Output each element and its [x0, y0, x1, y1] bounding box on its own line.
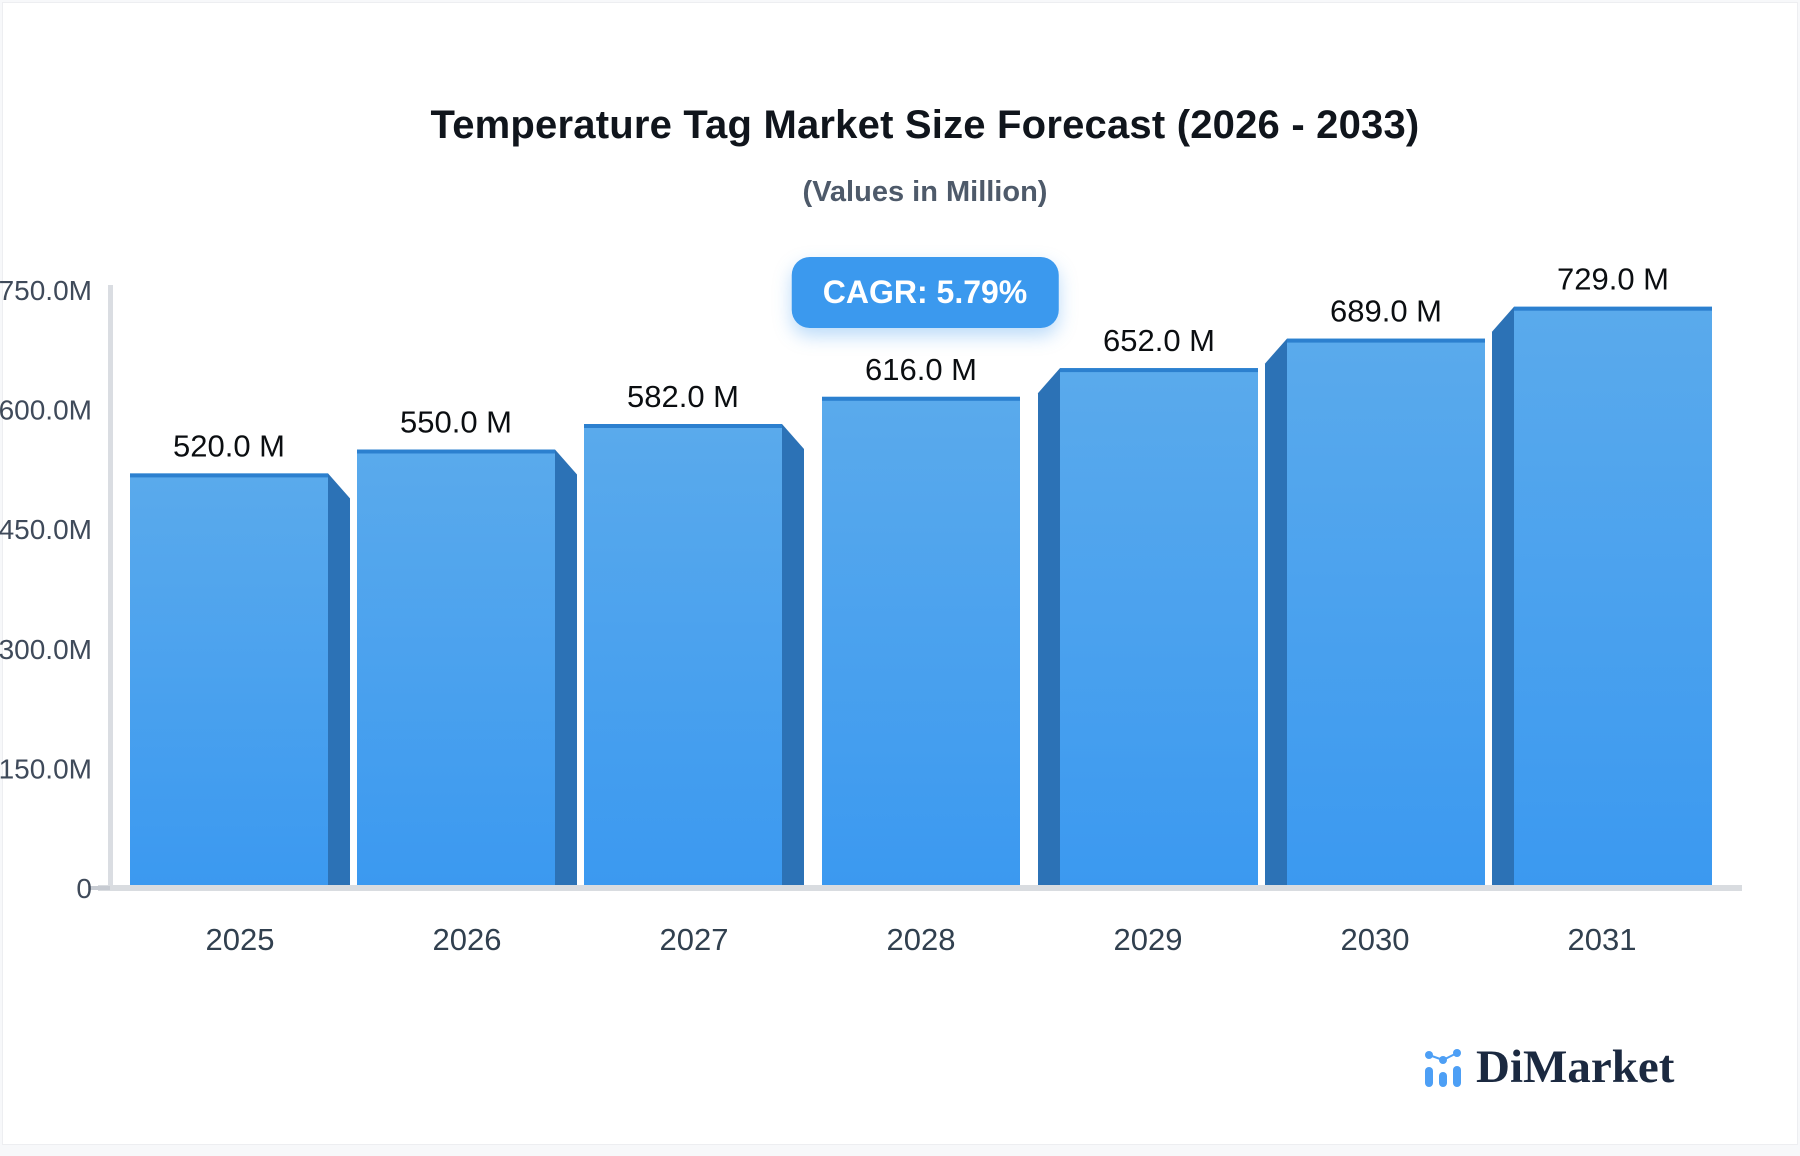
- bar-side-face: [328, 473, 350, 885]
- bars-group: [130, 306, 1712, 886]
- logo-dot: [1453, 1049, 1461, 1057]
- y-tick-label: 750.0M: [0, 275, 92, 306]
- bar-side-face: [1265, 338, 1287, 886]
- logo-bar: [1453, 1066, 1461, 1087]
- x-tick-label: 2028: [887, 922, 956, 957]
- y-tick-label: 0: [76, 873, 92, 904]
- x-tick-label: 2027: [660, 922, 729, 957]
- x-axis-baseline: [98, 885, 1742, 891]
- bar-top-edge: [130, 473, 328, 478]
- bar-top-edge: [1287, 338, 1485, 343]
- bar-top-edge: [822, 396, 1020, 401]
- brand-logo: DiMarket: [1424, 1044, 1674, 1091]
- bar-line-chart-icon: [1425, 1049, 1461, 1087]
- bar-value-label: 652.0 M: [1103, 323, 1215, 358]
- y-tick-label: 300.0M: [0, 634, 92, 665]
- chart-subtitle: (Values in Million): [802, 176, 1048, 208]
- bar-side-face: [1038, 368, 1060, 886]
- bar-value-label: 550.0 M: [400, 405, 512, 440]
- bar-2030[interactable]: [1265, 338, 1485, 886]
- bar-2025[interactable]: [130, 473, 350, 885]
- x-tick-label: 2029: [1114, 922, 1183, 957]
- logo-dot: [1439, 1056, 1447, 1064]
- bar-2027[interactable]: [584, 424, 804, 885]
- axes: 750.0M 600.0M 450.0M 300.0M 150.0M 0: [0, 275, 1742, 904]
- bar-2028[interactable]: [822, 396, 1020, 885]
- bar-value-label: 689.0 M: [1330, 294, 1442, 329]
- y-tick-label: 450.0M: [0, 514, 92, 545]
- x-tick-label: 2026: [433, 922, 502, 957]
- bar-top-edge: [584, 424, 782, 428]
- bar-front-face: [1514, 306, 1712, 885]
- bar-side-face: [782, 424, 804, 885]
- logo-bar: [1425, 1067, 1433, 1087]
- logo-bar: [1439, 1072, 1447, 1087]
- y-tick-label: 150.0M: [0, 753, 92, 784]
- x-tick-label: 2030: [1341, 922, 1410, 957]
- bar-front-face: [584, 424, 782, 885]
- bar-front-face: [357, 449, 555, 885]
- zero-tick: [88, 886, 110, 890]
- bar-top-edge: [357, 449, 555, 454]
- bar-front-face: [822, 396, 1020, 885]
- bar-front-face: [1287, 338, 1485, 886]
- brand-logo-text: DiMarket: [1476, 1041, 1675, 1093]
- bar-value-label: 520.0 M: [173, 428, 285, 463]
- x-tick-label: 2025: [206, 922, 275, 957]
- bar-side-face: [1492, 306, 1514, 885]
- bar-value-label: 616.0 M: [865, 352, 977, 387]
- bar-2029[interactable]: [1038, 368, 1258, 886]
- bar-front-face: [130, 473, 328, 885]
- chart-title: Temperature Tag Market Size Forecast (20…: [430, 103, 1420, 147]
- y-axis-line: [108, 285, 113, 885]
- bar-top-edge: [1514, 306, 1712, 311]
- bar-value-label: 729.0 M: [1557, 262, 1669, 297]
- logo-dot: [1425, 1051, 1433, 1059]
- bar-value-label: 582.0 M: [627, 379, 739, 414]
- y-tick-label: 600.0M: [0, 395, 92, 426]
- bar-front-face: [1060, 368, 1258, 886]
- bar-2031[interactable]: [1492, 306, 1712, 885]
- x-tick-label: 2031: [1568, 922, 1637, 957]
- bar-2026[interactable]: [357, 449, 577, 886]
- bar-side-face: [555, 449, 577, 885]
- cagr-badge: CAGR: 5.79%: [791, 257, 1059, 328]
- labels-group: 520.0 M 2025 550.0 M 2026 582.0 M 2027 616.0 M…: [173, 262, 1669, 957]
- chart-header: Temperature Tag Market Size Forecast (20…: [25, 0, 1800, 209]
- bar-top-edge: [1060, 368, 1258, 373]
